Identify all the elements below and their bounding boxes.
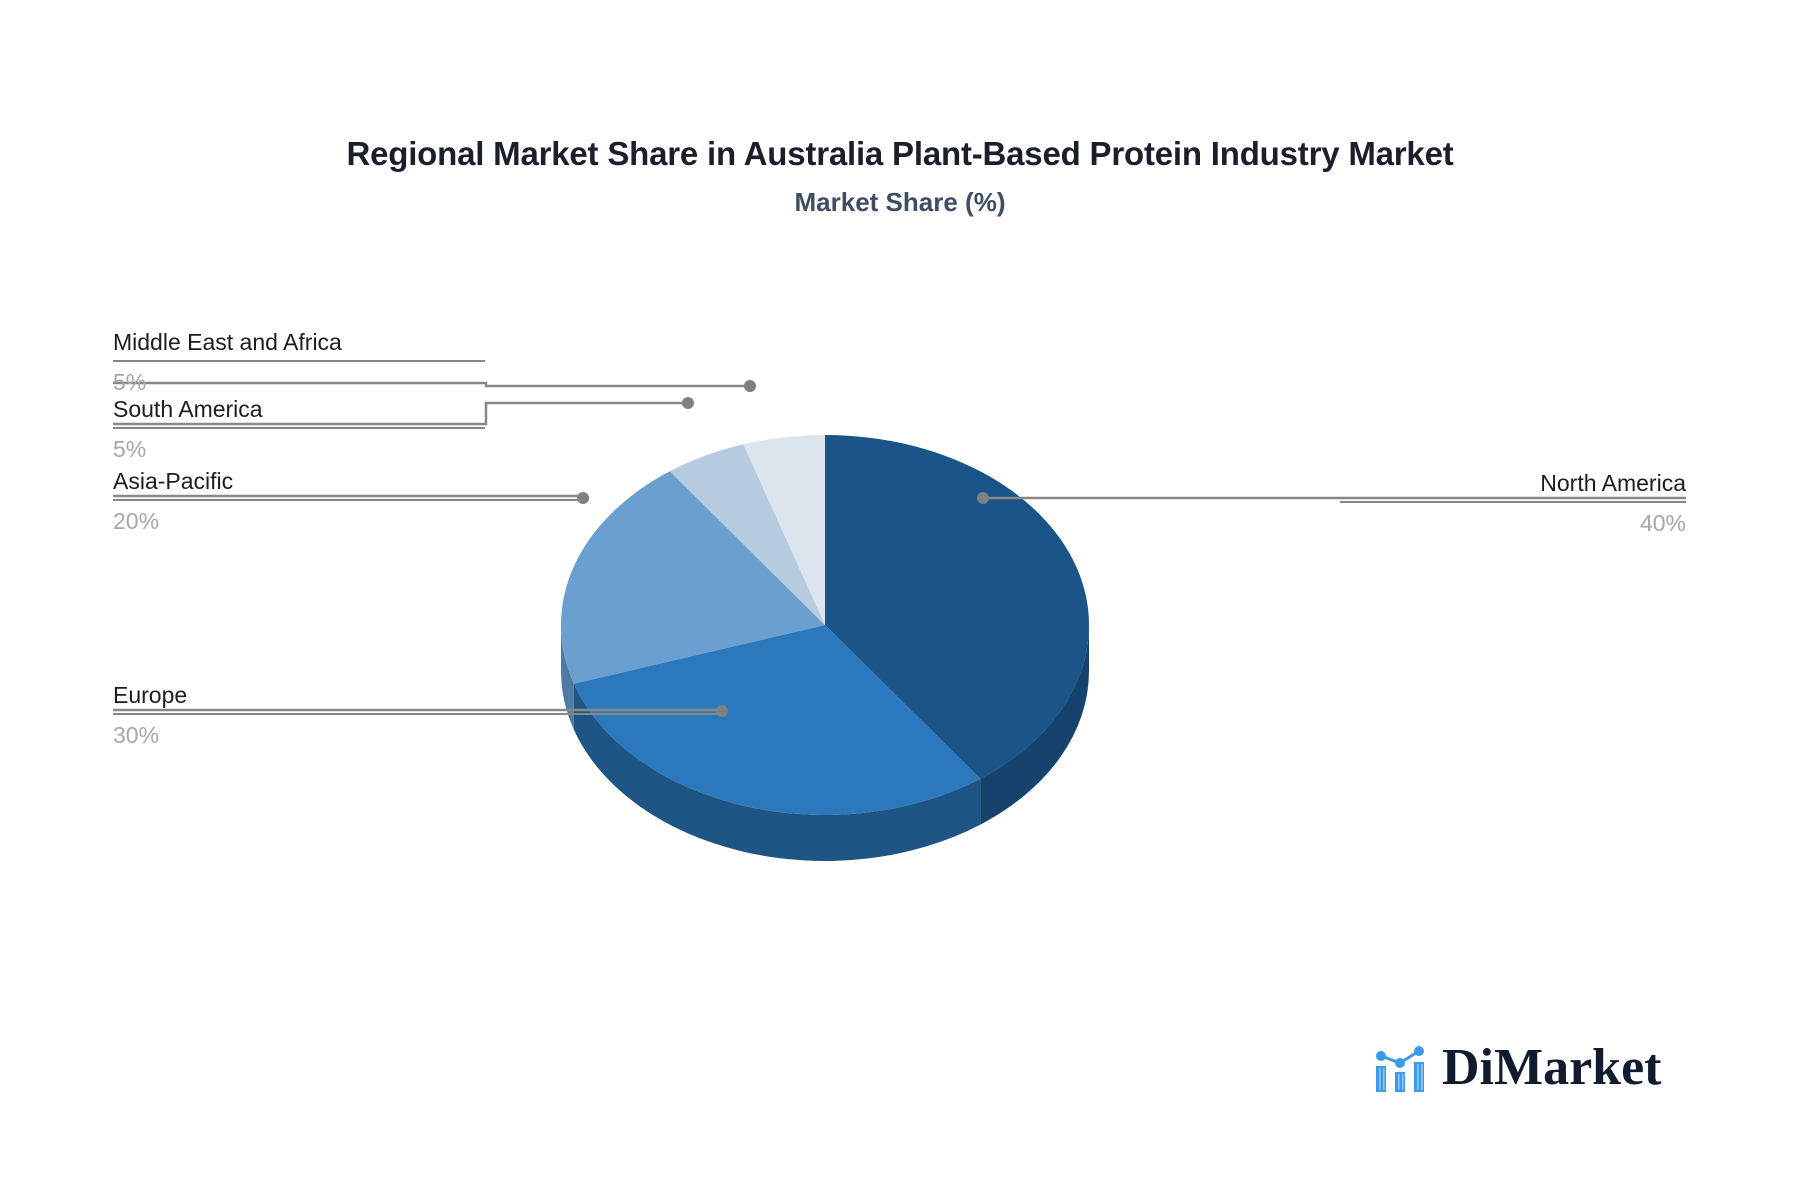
callout-asia-pacific: Asia-Pacific 20%: [113, 470, 583, 533]
slice-middle-east-and-africa[interactable]: Middle East and Africa 5%: [743, 435, 825, 625]
leader-dot-asia-pacific: [577, 492, 589, 504]
slice-europe[interactable]: Europe 30%: [573, 625, 981, 815]
callout-label-south-america: South America: [113, 396, 263, 422]
leader-dot-middle-east-and-africa: [744, 380, 756, 392]
slice-side-north-america: [980, 625, 1089, 825]
callout-value-south-america: 5%: [113, 436, 147, 462]
callout-value-europe: 30%: [113, 722, 160, 748]
callout-label-asia-pacific: Asia-Pacific: [113, 468, 234, 494]
pie-3d-depth: [561, 625, 1089, 861]
brand-logo: DiMarket: [1374, 1042, 1661, 1094]
slice-side-asia-pacific: [561, 625, 574, 730]
slice-south-america[interactable]: South America 5%: [669, 444, 825, 625]
callout-label-north-america: North America: [1540, 470, 1686, 496]
callout-north-america: North America 40%: [1340, 472, 1686, 535]
callout-europe: Europe 30%: [113, 684, 722, 747]
leader-line-south-america: [113, 401, 688, 426]
callout-label-middle-east-and-africa: Middle East and Africa: [113, 329, 342, 355]
callout-rule-south-america: [113, 427, 485, 429]
callout-rule-north-america: [1340, 501, 1686, 503]
leader-lines: [113, 381, 1686, 712]
callout-south-america: South America 5%: [113, 398, 485, 461]
callout-rule-middle-east-and-africa: [113, 360, 485, 362]
chart-subtitle: Market Share (%): [794, 187, 1006, 217]
callout-value-middle-east-and-africa: 5%: [113, 369, 147, 395]
leader-dot-south-america: [682, 397, 694, 409]
slice-north-america[interactable]: North America 40%: [825, 435, 1090, 779]
slice-asia-pacific[interactable]: Asia-Pacific 20%: [561, 471, 825, 684]
leader-line-middle-east-and-africa: [113, 381, 750, 388]
callout-rule-asia-pacific: [113, 499, 583, 501]
slice-side-europe: [573, 683, 981, 861]
callout-label-europe: Europe: [113, 682, 188, 708]
callout-value-asia-pacific: 20%: [113, 508, 160, 534]
callout-rule-europe: [113, 713, 722, 715]
pie-top-face: North America 40%Europe 30%Asia-Pacific …: [561, 435, 1090, 815]
leader-dot-north-america: [977, 492, 989, 504]
callout-value-north-america: 40%: [1639, 510, 1686, 536]
bar-chart-dots-icon: [1376, 1046, 1424, 1092]
callout-middle-east-and-africa: Middle East and Africa 5%: [113, 331, 485, 394]
brand-name: DiMarket: [1442, 1039, 1662, 1096]
chart-title: Regional Market Share in Australia Plant…: [346, 135, 1454, 172]
